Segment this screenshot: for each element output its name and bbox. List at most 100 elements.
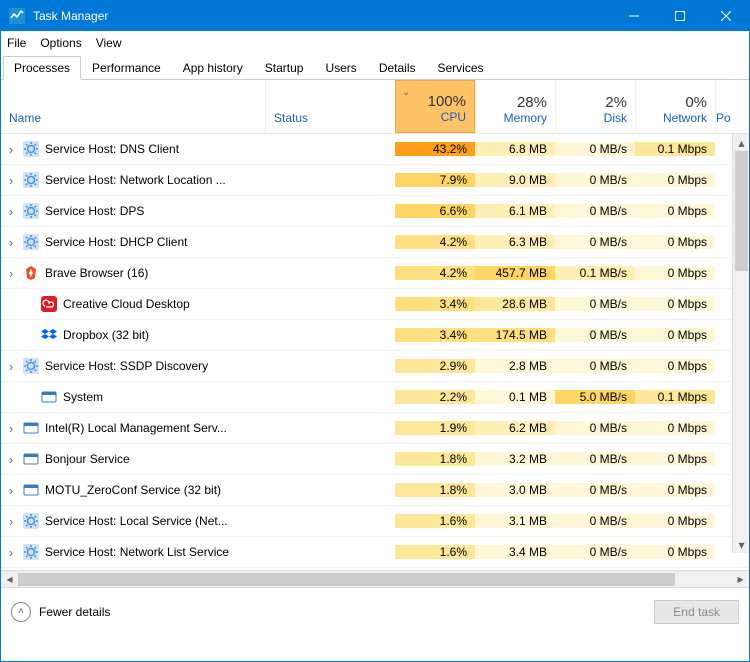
tab-services[interactable]: Services (427, 56, 495, 80)
scroll-up-icon[interactable]: ▴ (733, 134, 749, 151)
fewer-details-button[interactable]: ˄ Fewer details (11, 602, 110, 622)
process-name: Intel(R) Local Management Serv... (45, 421, 227, 435)
tab-app-history[interactable]: App history (172, 56, 254, 80)
process-row[interactable]: ›Intel(R) Local Management Serv...1.9%6.… (1, 413, 749, 444)
col-truncated[interactable]: Po (715, 80, 735, 133)
menu-options[interactable]: Options (40, 36, 81, 50)
process-name: Service Host: Network Location ... (45, 173, 226, 187)
cell-value: 3.4% (395, 328, 475, 342)
col-name[interactable]: Name (1, 80, 265, 133)
cell-value: 6.8 MB (475, 142, 555, 156)
expand-icon[interactable]: › (5, 545, 17, 560)
cell-value: 0 MB/s (555, 452, 635, 466)
tab-performance[interactable]: Performance (81, 56, 172, 80)
expand-icon[interactable]: › (5, 421, 17, 436)
process-name: System (63, 390, 103, 404)
expand-icon[interactable]: › (5, 359, 17, 374)
scroll-down-icon[interactable]: ▾ (733, 536, 749, 553)
cell-value: 0 Mbps (635, 421, 715, 435)
app-icon (41, 389, 57, 405)
col-disk[interactable]: 2%Disk (555, 80, 635, 133)
gear-icon (23, 358, 39, 374)
tabstrip: ProcessesPerformanceApp historyStartupUs… (1, 55, 749, 80)
expand-icon[interactable]: › (5, 204, 17, 219)
process-name: Service Host: SSDP Discovery (45, 359, 208, 373)
process-row[interactable]: ›Service Host: DNS Client43.2%6.8 MB0 MB… (1, 134, 749, 165)
cell-value: 0 Mbps (635, 235, 715, 249)
cell-value: 3.4 MB (475, 545, 555, 559)
tab-users[interactable]: Users (314, 56, 367, 80)
cell-value: 4.2% (395, 235, 475, 249)
process-name: Service Host: DNS Client (45, 142, 179, 156)
cell-value: 457.7 MB (475, 266, 555, 280)
expand-icon[interactable]: › (5, 173, 17, 188)
process-row[interactable]: ›Service Host: Local Service (Net...1.6%… (1, 506, 749, 537)
menu-file[interactable]: File (7, 36, 26, 50)
end-task-button[interactable]: End task (654, 600, 739, 624)
expand-icon[interactable]: › (5, 266, 17, 281)
tab-startup[interactable]: Startup (254, 56, 315, 80)
process-row[interactable]: Dropbox (32 bit)3.4%174.5 MB0 MB/s0 Mbps (1, 320, 749, 351)
expand-icon[interactable]: › (5, 452, 17, 467)
col-cpu[interactable]: ⌄100%CPU (395, 80, 475, 133)
maximize-button[interactable] (657, 1, 703, 31)
expand-icon[interactable]: › (5, 514, 17, 529)
process-row[interactable]: ›Service Host: DHCP Client4.2%6.3 MB0 MB… (1, 227, 749, 258)
cell-value: 0 Mbps (635, 204, 715, 218)
taskmanager-icon (9, 8, 25, 24)
footer: ˄ Fewer details End task (1, 587, 749, 635)
app-icon (23, 451, 39, 467)
process-row[interactable]: ›Brave Browser (16)4.2%457.7 MB0.1 MB/s0… (1, 258, 749, 289)
close-button[interactable] (703, 1, 749, 31)
cell-value: 0 MB/s (555, 483, 635, 497)
hscroll-thumb[interactable] (18, 573, 675, 586)
process-row[interactable]: ›Service Host: Network List Service1.6%3… (1, 537, 749, 568)
process-row[interactable]: ›Service Host: Network Location ...7.9%9… (1, 165, 749, 196)
expand-icon[interactable]: › (5, 235, 17, 250)
dropbox-icon (41, 327, 57, 343)
process-row[interactable]: ›MOTU_ZeroConf Service (32 bit)1.8%3.0 M… (1, 475, 749, 506)
expand-icon[interactable]: › (5, 483, 17, 498)
minimize-button[interactable] (611, 1, 657, 31)
process-name: Creative Cloud Desktop (63, 297, 190, 311)
gear-icon (23, 544, 39, 560)
cell-value: 3.0 MB (475, 483, 555, 497)
horizontal-scrollbar[interactable]: ◂ ▸ (1, 570, 749, 587)
col-memory[interactable]: 28%Memory (475, 80, 555, 133)
gear-icon (23, 203, 39, 219)
process-name: Brave Browser (16) (45, 266, 148, 280)
expand-icon[interactable]: › (5, 142, 17, 157)
vscroll-thumb[interactable] (735, 151, 748, 271)
cell-value: 4.2% (395, 266, 475, 280)
cell-value: 3.2 MB (475, 452, 555, 466)
scroll-right-icon[interactable]: ▸ (732, 571, 749, 588)
col-network[interactable]: 0%Network (635, 80, 715, 133)
scroll-left-icon[interactable]: ◂ (1, 571, 18, 588)
cell-value: 3.1 MB (475, 514, 555, 528)
process-name: Service Host: Network List Service (45, 545, 229, 559)
process-row[interactable]: ›Bonjour Service1.8%3.2 MB0 MB/s0 Mbps (1, 444, 749, 475)
cell-value: 0 Mbps (635, 545, 715, 559)
tab-details[interactable]: Details (368, 56, 427, 80)
tab-processes[interactable]: Processes (3, 56, 81, 80)
cell-value: 0 MB/s (555, 204, 635, 218)
cell-value: 6.6% (395, 204, 475, 218)
cell-value: 0 Mbps (635, 359, 715, 373)
header-pct: 2% (556, 94, 627, 111)
cell-value: 0.1 Mbps (635, 390, 715, 404)
process-row[interactable]: ›Service Host: DPS6.6%6.1 MB0 MB/s0 Mbps (1, 196, 749, 227)
cell-value: 0 Mbps (635, 297, 715, 311)
process-row[interactable]: System2.2%0.1 MB5.0 MB/s0.1 Mbps (1, 382, 749, 413)
cell-value: 0 MB/s (555, 514, 635, 528)
column-headers: Name Status ⌄100%CPU28%Memory2%Disk0%Net… (1, 80, 749, 134)
col-status[interactable]: Status (265, 80, 395, 133)
cell-value: 0 MB/s (555, 359, 635, 373)
menu-view[interactable]: View (96, 36, 122, 50)
cell-value: 0 MB/s (555, 421, 635, 435)
header-label: CPU (396, 110, 466, 124)
process-row[interactable]: Creative Cloud Desktop3.4%28.6 MB0 MB/s0… (1, 289, 749, 320)
process-row[interactable]: ›Service Host: SSDP Discovery2.9%2.8 MB0… (1, 351, 749, 382)
vertical-scrollbar[interactable]: ▴ ▾ (732, 134, 749, 553)
window-title: Task Manager (33, 9, 611, 23)
cell-value: 174.5 MB (475, 328, 555, 342)
